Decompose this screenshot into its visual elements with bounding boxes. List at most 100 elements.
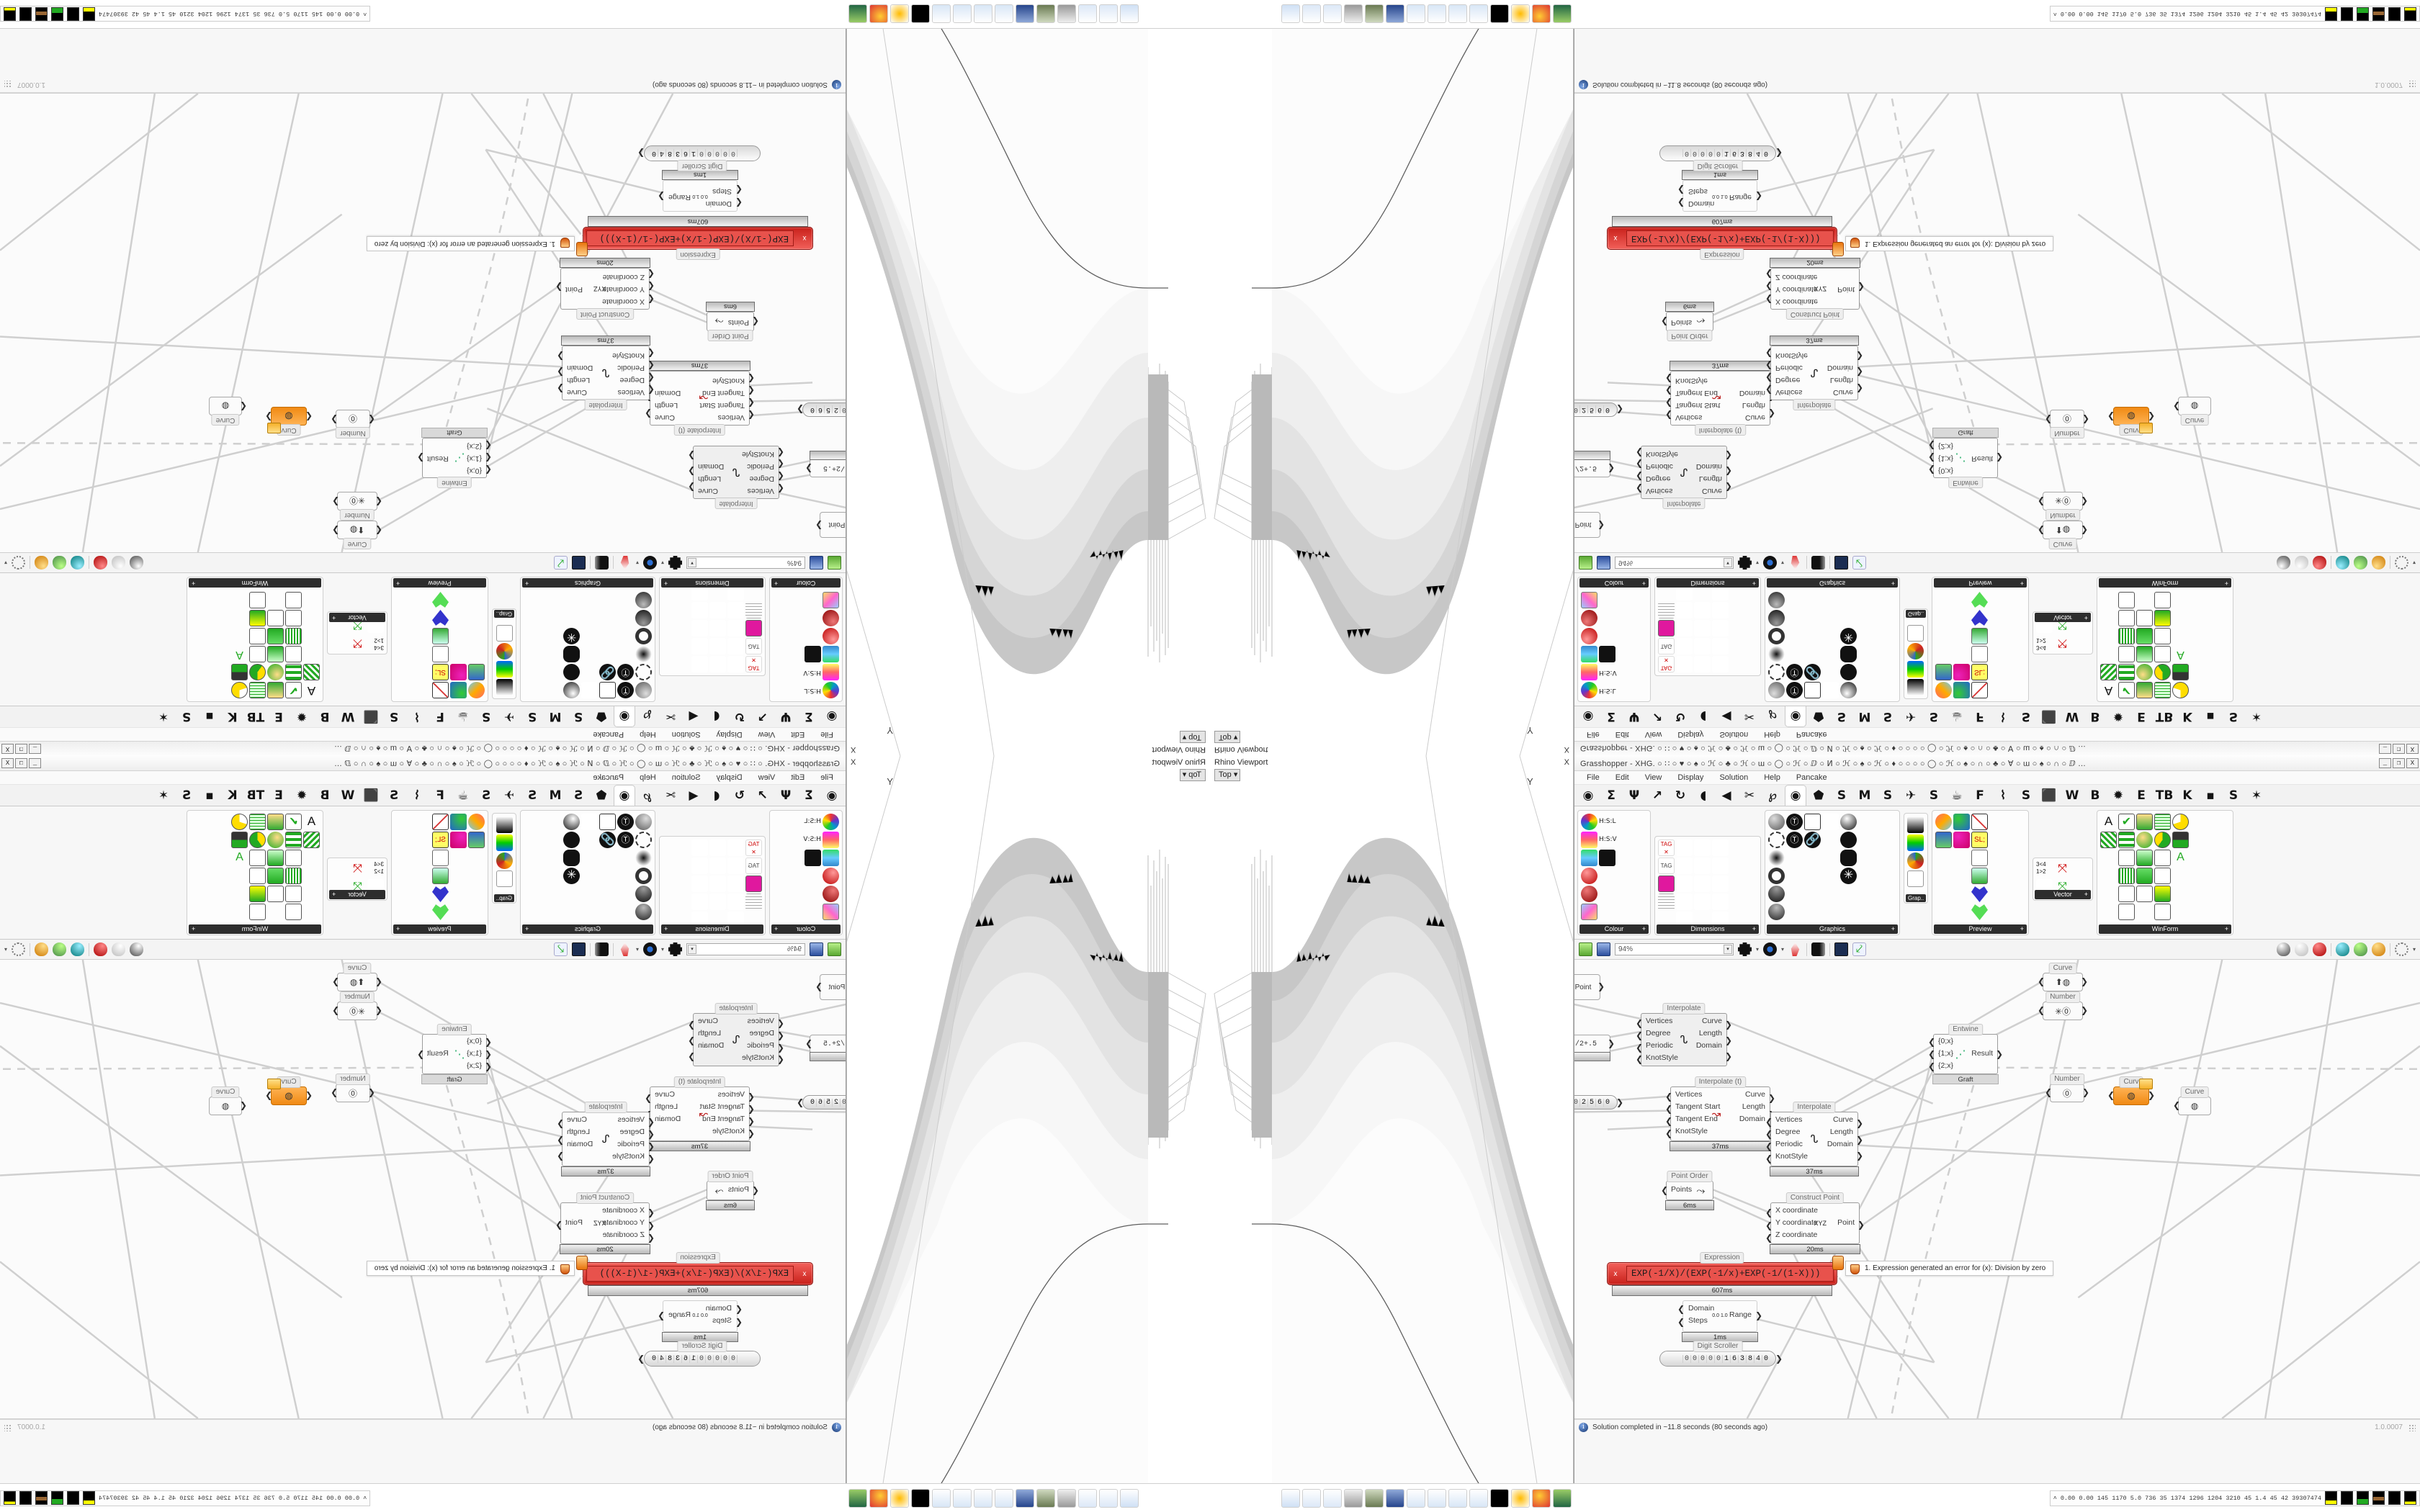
input-port-icon[interactable]: ❮ <box>1765 1220 1773 1230</box>
monitor-icon[interactable] <box>1365 1488 1384 1508</box>
node-range[interactable]: Domain Steps Range 0.0 1.0 1ms ❮ ❮ ❯ <box>1677 1300 1762 1342</box>
area-chart-icon[interactable] <box>249 592 266 608</box>
output-port-icon[interactable]: ❯ <box>1855 367 1863 377</box>
menu-item-display[interactable]: Display <box>716 730 743 739</box>
ribbon-tab-1[interactable]: Σ <box>1607 788 1615 803</box>
ghost-icon[interactable] <box>911 4 930 24</box>
node-interpolate-t[interactable]: Interpolate (t) Vertices Tangent Start T… <box>645 361 755 436</box>
close-icon[interactable]: X <box>851 745 856 754</box>
font-a-icon[interactable]: A <box>2104 814 2113 828</box>
param-expression-fragment[interactable]: X)/2+.5 ❯ <box>805 459 846 477</box>
pie-green-icon[interactable] <box>2154 832 2171 848</box>
node-entwine[interactable]: Entwine {0;x} {1;x} {2;x} Result ⋰ <box>1928 428 2003 488</box>
node-construct-point[interactable]: Construct Point X coordinate Y coordinat… <box>1765 258 1865 320</box>
monitor-icon[interactable] <box>1036 1488 1055 1508</box>
param-curve-2[interactable]: ◍ Curve ❮ <box>209 397 247 426</box>
close-button[interactable]: X <box>1 744 14 754</box>
expression-text[interactable]: EXP(-1/X)/(EXP(-1/x)+EXP(-1/(1-X))) <box>586 230 794 246</box>
save-file-icon[interactable] <box>810 942 823 956</box>
open-file-icon[interactable] <box>1579 942 1592 956</box>
output-port-icon[interactable]: ❯ <box>2080 976 2088 986</box>
input-port-icon[interactable]: ❮ <box>1928 465 1936 475</box>
preview-caret-icon[interactable]: ▾ <box>1781 559 1785 566</box>
listbox-icon[interactable] <box>285 832 302 848</box>
ribbon-tab-8[interactable]: ℘ <box>643 709 652 724</box>
node-interpolate-1[interactable]: Interpolate Vertices Degree Periodic Kno… <box>1636 446 1732 509</box>
tray-disk-icon[interactable] <box>35 1491 48 1505</box>
sphere-dark-icon[interactable] <box>635 886 652 902</box>
form-list-icon[interactable] <box>285 610 302 626</box>
heart-green-icon[interactable] <box>432 904 449 920</box>
minimize-button[interactable]: _ <box>29 758 41 768</box>
param-expression-fragment[interactable]: X)/2+.5 ❯ <box>1574 1035 1615 1053</box>
preview-colour-icon[interactable] <box>1935 682 1952 698</box>
graft-icon[interactable]: ⤦ <box>1852 942 1867 956</box>
polyline-dim-icon[interactable] <box>1676 840 1693 856</box>
input-port-icon[interactable]: ❮ <box>375 497 382 507</box>
browser-icon[interactable] <box>1511 4 1530 24</box>
tray-caret-icon[interactable]: ˄ <box>2053 1494 2057 1502</box>
notepad-icon[interactable] <box>1469 4 1488 24</box>
ribbon-tab-19[interactable]: S <box>2021 788 2031 803</box>
menu-item-edit[interactable]: Edit <box>1615 730 1629 739</box>
node-interpolate-2[interactable]: Interpolate Vertices Degree Periodic Kno… <box>1765 336 1863 410</box>
preview-image-icon[interactable] <box>468 664 485 680</box>
input-port-icon[interactable]: ❮ <box>1636 1030 1644 1040</box>
progressbar-icon[interactable] <box>267 628 284 644</box>
palette-icon[interactable] <box>267 832 284 848</box>
leader-dim-icon[interactable] <box>691 876 708 892</box>
output-port-icon[interactable]: ❯ <box>688 1051 696 1061</box>
open-file-icon[interactable] <box>828 556 841 570</box>
preview-colour-icon[interactable] <box>1935 814 1952 830</box>
input-port-icon[interactable]: ❮ <box>239 1100 247 1110</box>
browser-icon[interactable] <box>890 1488 909 1508</box>
line-dim-icon[interactable] <box>1676 858 1693 874</box>
text-label-icon[interactable] <box>267 886 284 902</box>
input-port-icon[interactable]: ❮ <box>1665 374 1673 384</box>
monitor-icon[interactable] <box>1036 4 1055 24</box>
open-file-icon[interactable] <box>1579 556 1592 570</box>
save-file-icon[interactable] <box>810 556 823 570</box>
param-curve-selected[interactable]: ◍ Curv ❮ ❯ <box>265 1076 313 1105</box>
ribbon-tab-3[interactable]: ↗ <box>757 788 768 803</box>
colour-dark-sphere-icon[interactable] <box>1581 610 1597 626</box>
ribbon-tab-8[interactable]: ℘ <box>1768 709 1777 724</box>
input-port-icon[interactable]: ❮ <box>647 361 655 371</box>
cross-dim-icon[interactable] <box>691 894 708 910</box>
system-tray[interactable]: ˄ 0.00 0.00 145 1170 5.0 736 35 1374 129… <box>0 1490 371 1506</box>
input-port-icon[interactable]: ❮ <box>1765 282 1773 292</box>
leader-dim-icon[interactable] <box>1712 620 1729 636</box>
ribbon-tab-10[interactable]: ⬟ <box>1813 788 1824 803</box>
document-icon[interactable] <box>1323 4 1342 24</box>
hatch-green-icon[interactable] <box>2100 832 2117 848</box>
ribbon-tab-24[interactable]: E <box>274 709 283 724</box>
sphere-shadow-icon[interactable] <box>635 592 652 608</box>
ribbon-tab-9[interactable]: ◉ <box>614 785 635 806</box>
system-tray[interactable]: ˄ 0.00 0.00 145 1170 5.0 736 35 1374 129… <box>0 6 371 22</box>
output-port-icon[interactable]: ❯ <box>1615 405 1623 415</box>
bake-icon[interactable] <box>618 942 632 956</box>
spheres-rgb-icon[interactable] <box>1953 814 1970 830</box>
offset-dim-icon[interactable] <box>691 638 708 654</box>
output-port-icon[interactable]: ❯ <box>1855 384 1863 394</box>
ribbon-tab-2[interactable]: Ψ <box>1628 709 1640 724</box>
spheres-pink-icon[interactable] <box>1953 664 1970 680</box>
input-port-icon[interactable]: ❮ <box>1677 1317 1685 1327</box>
colour-gradient-icon[interactable] <box>823 832 839 848</box>
node-range[interactable]: Domain Steps Range 0.0 1.0 1ms ❮ ❮ ❯ <box>658 170 743 212</box>
bar-chart-icon[interactable] <box>249 610 266 626</box>
input-port-icon[interactable]: ❮ <box>2038 497 2045 507</box>
tag-x-icon[interactable]: TAG ✕ <box>745 656 762 672</box>
ribbon-tab-28[interactable]: S <box>2228 788 2238 803</box>
flame-sphere-icon[interactable] <box>563 814 580 830</box>
save64-icon[interactable] <box>1016 1488 1034 1508</box>
colour-wheel-icon[interactable] <box>823 682 839 698</box>
output-port-icon[interactable]: ❯ <box>1995 453 2003 463</box>
ribbon-tab-16[interactable]: ☕ <box>457 788 469 803</box>
colour-rgb-icon[interactable] <box>823 850 839 866</box>
triangle-dim-icon[interactable] <box>1694 876 1711 892</box>
param-point[interactable]: Point ❯ <box>1574 512 1605 538</box>
preview-image-icon[interactable] <box>1935 832 1952 848</box>
output-port-icon[interactable]: ❯ <box>555 282 563 292</box>
sphere-dark-icon[interactable] <box>635 610 652 626</box>
